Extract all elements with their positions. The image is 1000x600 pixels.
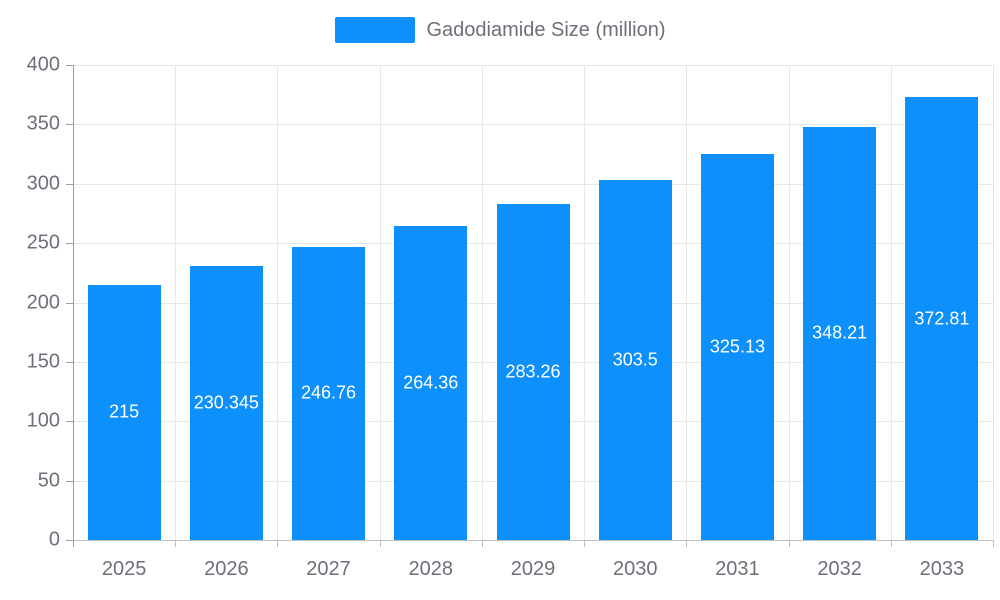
y-tick-label: 100	[26, 409, 60, 432]
bar-2033	[905, 97, 979, 540]
v-gridline	[788, 65, 790, 540]
x-tick-label: 2027	[306, 558, 351, 580]
bar-value-label: 372.81	[914, 308, 970, 329]
v-gridline	[993, 65, 994, 540]
x-axis-tick	[686, 540, 688, 547]
x-axis-tick	[277, 540, 279, 547]
bar-2030	[598, 179, 672, 540]
bar-value-label: 264.36	[403, 372, 459, 393]
y-axis-tick	[66, 361, 73, 363]
y-tick-label: 50	[37, 469, 60, 492]
legend-item[interactable]: Gadodiamide Size (million)	[0, 17, 1000, 43]
y-tick-label: 300	[26, 172, 60, 195]
bar-2026	[189, 266, 263, 540]
v-gridline	[379, 65, 381, 540]
y-axis-tick	[66, 421, 73, 423]
x-tick-label: 2032	[817, 558, 862, 580]
bar-value-label: 230.345	[193, 392, 259, 413]
x-axis-tick	[890, 540, 892, 547]
y-axis-line	[73, 65, 74, 547]
bar-value-label: 283.26	[505, 361, 561, 382]
bar-2032	[803, 126, 877, 540]
bar-value-label: 303.5	[612, 349, 658, 370]
bar-value-label: 215	[109, 401, 140, 422]
y-tick-label: 250	[26, 231, 60, 254]
x-tick-label: 2031	[715, 558, 760, 580]
x-axis-tick	[175, 540, 177, 547]
v-gridline	[277, 65, 279, 540]
x-axis-line	[73, 540, 993, 541]
h-gridline	[73, 183, 993, 185]
v-gridline	[584, 65, 586, 540]
y-axis-tick	[66, 243, 73, 245]
y-axis-tick	[66, 540, 73, 541]
y-axis-tick	[66, 183, 73, 185]
y-tick-label: 200	[26, 291, 60, 313]
x-axis-tick	[788, 540, 790, 547]
x-tick-label: 2029	[510, 558, 556, 580]
y-tick-label: 150	[26, 350, 60, 373]
bar-2025	[87, 284, 161, 540]
bar-2028	[394, 226, 468, 540]
x-axis-tick	[993, 540, 994, 547]
legend-swatch	[334, 17, 415, 43]
y-tick-label: 400	[26, 53, 60, 76]
v-gridline	[686, 65, 688, 540]
x-tick-label: 2028	[408, 558, 454, 580]
x-tick-label: 2033	[919, 558, 965, 580]
y-axis-tick	[66, 480, 73, 482]
y-tick-label: 0	[48, 528, 60, 551]
x-axis-tick	[481, 540, 483, 547]
y-axis-tick	[66, 302, 73, 304]
y-tick-label: 350	[26, 112, 60, 135]
bar-2027	[292, 246, 366, 540]
bar-value-label: 246.76	[301, 382, 357, 403]
v-gridline	[175, 65, 177, 540]
bar-2029	[496, 203, 570, 540]
v-gridline	[481, 65, 483, 540]
x-tick-label: 2025	[101, 558, 147, 580]
x-tick-label: 2030	[612, 558, 658, 580]
x-axis-tick	[584, 540, 586, 547]
legend-label: Gadodiamide Size (million)	[426, 18, 666, 41]
bar-value-label: 325.13	[709, 336, 765, 357]
x-tick-label: 2026	[204, 558, 249, 580]
y-axis-tick	[66, 65, 73, 66]
v-gridline	[890, 65, 892, 540]
h-gridline	[73, 65, 993, 66]
bar-value-label: 348.21	[812, 322, 868, 343]
bar-2031	[700, 153, 774, 540]
y-axis-tick	[66, 124, 73, 126]
h-gridline	[73, 124, 993, 126]
x-axis-tick	[379, 540, 381, 547]
